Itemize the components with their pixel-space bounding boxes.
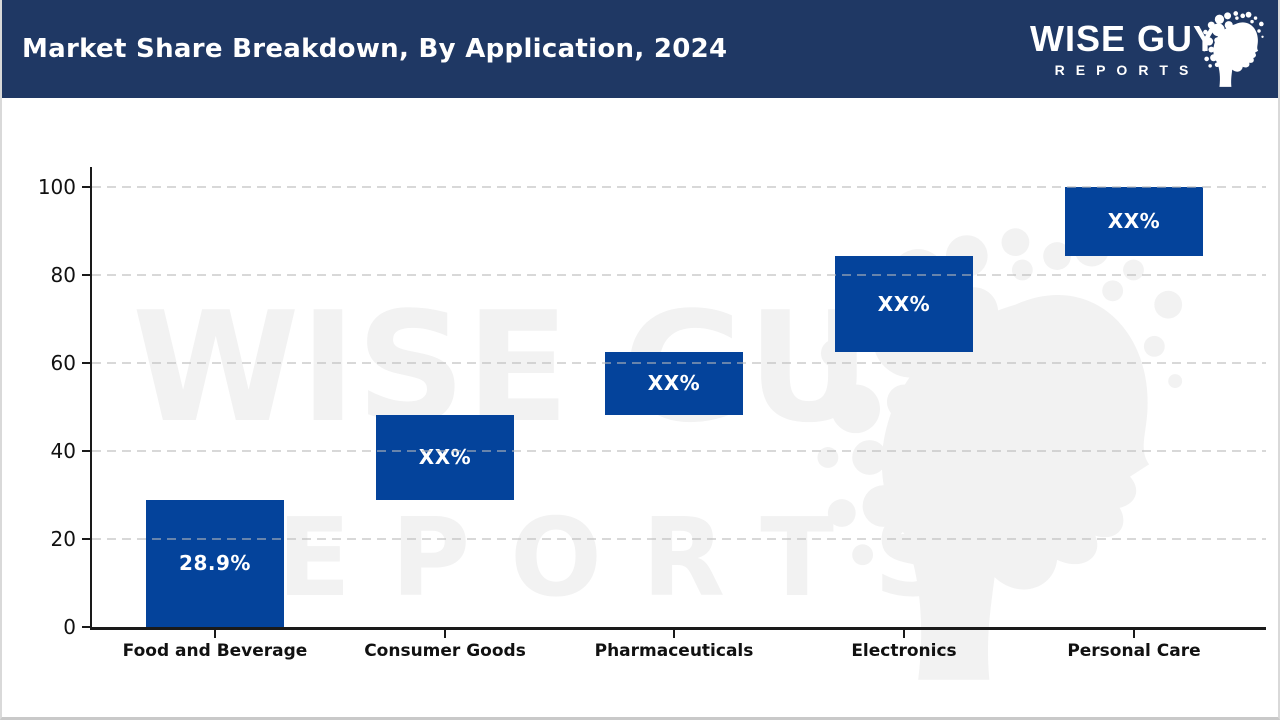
bar: XX% (376, 414, 514, 500)
y-tick-mark (82, 362, 90, 364)
x-category-label: Personal Care (1067, 641, 1201, 661)
x-category-label: Food and Beverage (122, 641, 308, 661)
brand-logo-text: WISE GUY REPORTS (1029, 18, 1218, 78)
x-tick-mark (444, 630, 446, 638)
watermark-brand-subname: REPORTS (154, 496, 992, 621)
brand-logo: WISE GUY REPORTS (1030, 11, 1266, 87)
gridline (92, 538, 1266, 540)
x-tick-mark (214, 630, 216, 638)
x-tick-mark (673, 630, 675, 638)
bar: XX% (1065, 187, 1203, 256)
x-category-label: Consumer Goods (364, 641, 526, 661)
gridline (92, 186, 1266, 188)
y-tick-label: 60 (50, 351, 76, 375)
bar-value-label: XX% (647, 371, 701, 396)
y-tick-mark (82, 186, 90, 188)
bar-value-label: XX% (418, 445, 472, 470)
y-tick-label: 0 (63, 615, 76, 639)
y-tick-label: 80 (50, 263, 76, 287)
gridline (92, 450, 1266, 452)
bar-value-label: 28.9% (179, 551, 251, 576)
x-category-label: Pharmaceuticals (594, 641, 754, 661)
y-tick-label: 20 (50, 527, 76, 551)
page-title: Market Share Breakdown, By Application, … (22, 34, 728, 64)
dotted-head-profile-icon (1202, 11, 1264, 87)
bar: 28.9% (146, 499, 284, 627)
y-tick-mark (82, 450, 90, 452)
brand-subname: REPORTS (1054, 62, 1200, 78)
y-tick-mark (82, 538, 90, 540)
y-tick-mark (82, 626, 90, 628)
y-tick-label: 40 (50, 439, 76, 463)
brand-name: WISE GUY (1029, 18, 1218, 59)
gridline (92, 274, 1266, 276)
x-tick-mark (1133, 630, 1135, 638)
y-tick-mark (82, 274, 90, 276)
y-tick-label: 100 (37, 175, 76, 199)
x-tick-mark (903, 630, 905, 638)
plot-area: 28.9% XX% XX% XX% XX% (90, 167, 1266, 630)
bar-value-label: XX% (877, 291, 931, 316)
x-category-label: Electronics (851, 641, 957, 661)
bar-value-label: XX% (1107, 209, 1161, 234)
header-bar: Market Share Breakdown, By Application, … (2, 0, 1278, 98)
gridline (92, 362, 1266, 364)
bar: XX% (835, 255, 973, 352)
